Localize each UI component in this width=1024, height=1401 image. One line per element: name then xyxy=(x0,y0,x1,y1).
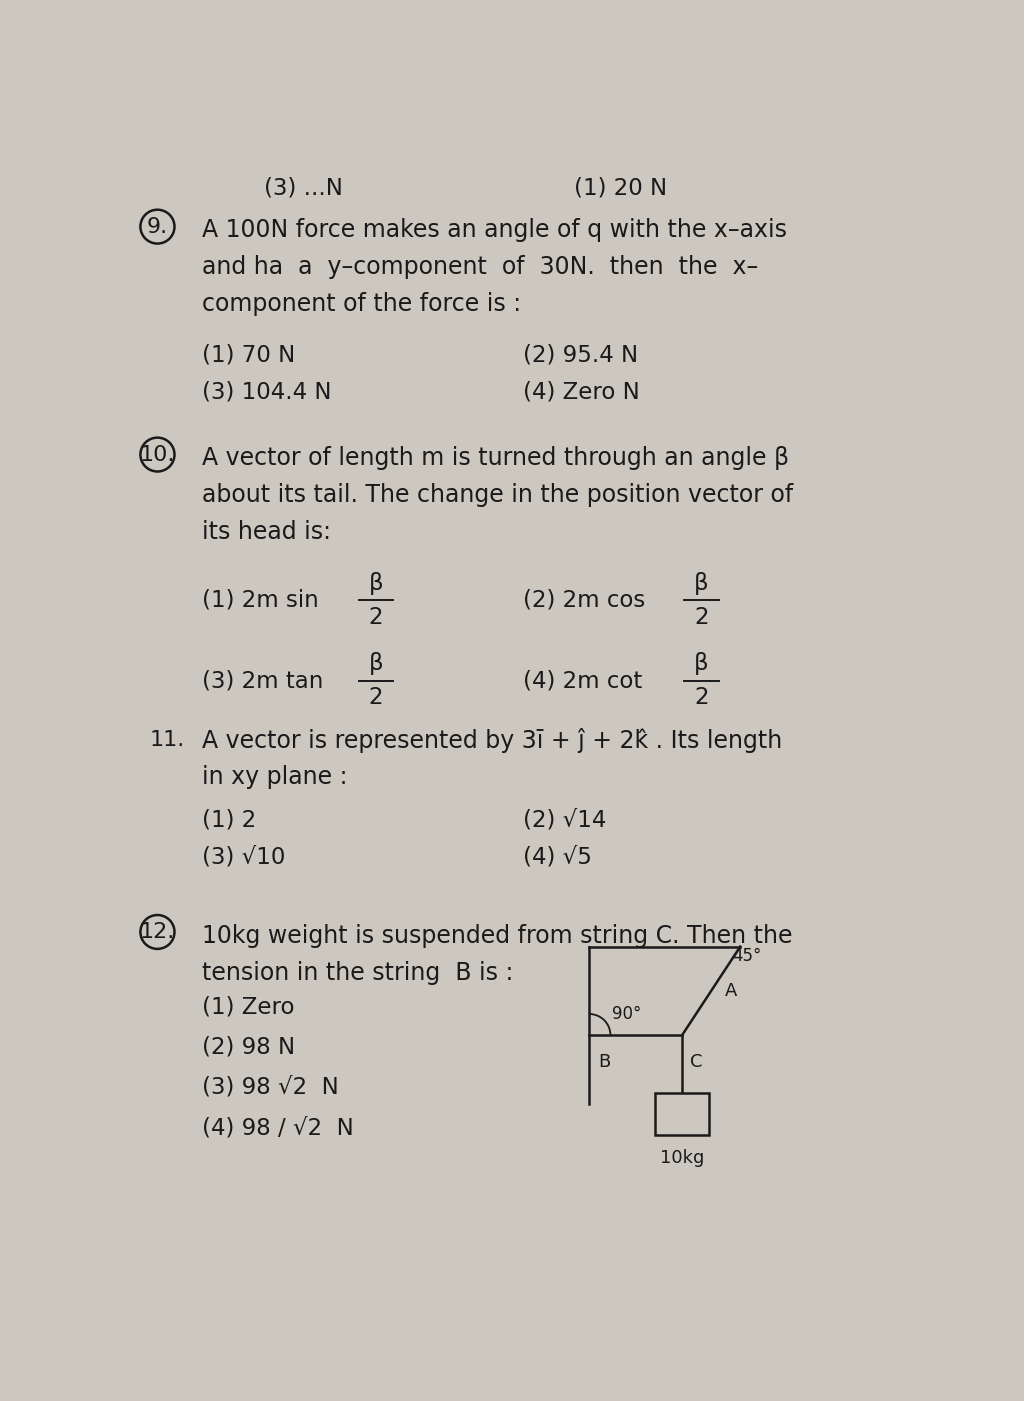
Text: (1) 2m sin: (1) 2m sin xyxy=(202,588,318,612)
Text: (1) Zero: (1) Zero xyxy=(202,996,294,1019)
Text: (4) 98 / √2  N: (4) 98 / √2 N xyxy=(202,1117,353,1139)
Text: (3) 104.4 N: (3) 104.4 N xyxy=(202,381,331,403)
Text: and ha  a  y–component  of  30N.  then  the  x–: and ha a y–component of 30N. then the x– xyxy=(202,255,758,279)
Text: C: C xyxy=(690,1054,702,1072)
Text: 10.: 10. xyxy=(139,444,175,465)
Text: (3) 98 √2  N: (3) 98 √2 N xyxy=(202,1076,338,1098)
Text: about its tail. The change in the position vector of: about its tail. The change in the positi… xyxy=(202,483,793,507)
Text: 10kg: 10kg xyxy=(659,1149,705,1167)
Text: A vector of length m is turned through an angle β: A vector of length m is turned through a… xyxy=(202,447,788,471)
Text: (3) √10: (3) √10 xyxy=(202,845,285,869)
Text: 2: 2 xyxy=(369,605,383,629)
Text: 45°: 45° xyxy=(732,947,762,965)
Text: (2) √14: (2) √14 xyxy=(523,808,606,831)
Text: 10kg weight is suspended from string C. Then the: 10kg weight is suspended from string C. … xyxy=(202,923,793,948)
Text: (2) 2m cos: (2) 2m cos xyxy=(523,588,645,612)
Text: (1) 20 N: (1) 20 N xyxy=(573,177,667,199)
Text: 9.: 9. xyxy=(146,217,168,237)
Text: 2: 2 xyxy=(694,686,709,709)
Text: tension in the string  B is :: tension in the string B is : xyxy=(202,961,513,985)
Text: its head is:: its head is: xyxy=(202,520,331,545)
Text: (1) 2: (1) 2 xyxy=(202,808,256,831)
Text: component of the force is :: component of the force is : xyxy=(202,293,521,317)
FancyBboxPatch shape xyxy=(655,1093,710,1135)
Text: (1) 70 N: (1) 70 N xyxy=(202,343,295,367)
Text: A vector is represented by 3ī + ĵ + 2k̂ . Its length: A vector is represented by 3ī + ĵ + 2k̂ … xyxy=(202,727,782,752)
Text: (4) Zero N: (4) Zero N xyxy=(523,381,640,403)
Text: 2: 2 xyxy=(369,686,383,709)
Text: 11.: 11. xyxy=(150,730,185,750)
Text: β: β xyxy=(694,572,709,594)
Text: (3) 2m tan: (3) 2m tan xyxy=(202,670,323,692)
Text: 2: 2 xyxy=(694,605,709,629)
Text: B: B xyxy=(598,1054,610,1072)
Text: (3) ...N: (3) ...N xyxy=(263,177,342,199)
Text: β: β xyxy=(369,572,383,594)
Text: β: β xyxy=(694,653,709,675)
Text: in xy plane :: in xy plane : xyxy=(202,765,347,789)
Text: (2) 98 N: (2) 98 N xyxy=(202,1035,295,1059)
Text: (4) 2m cot: (4) 2m cot xyxy=(523,670,642,692)
Text: A: A xyxy=(725,982,737,1000)
Text: (2) 95.4 N: (2) 95.4 N xyxy=(523,343,638,367)
Text: β: β xyxy=(369,653,383,675)
Text: 90°: 90° xyxy=(612,1005,642,1023)
Text: 12.: 12. xyxy=(140,922,175,941)
Text: A 100N force makes an angle of q with the x–axis: A 100N force makes an angle of q with th… xyxy=(202,219,786,242)
Text: (4) √5: (4) √5 xyxy=(523,845,592,869)
